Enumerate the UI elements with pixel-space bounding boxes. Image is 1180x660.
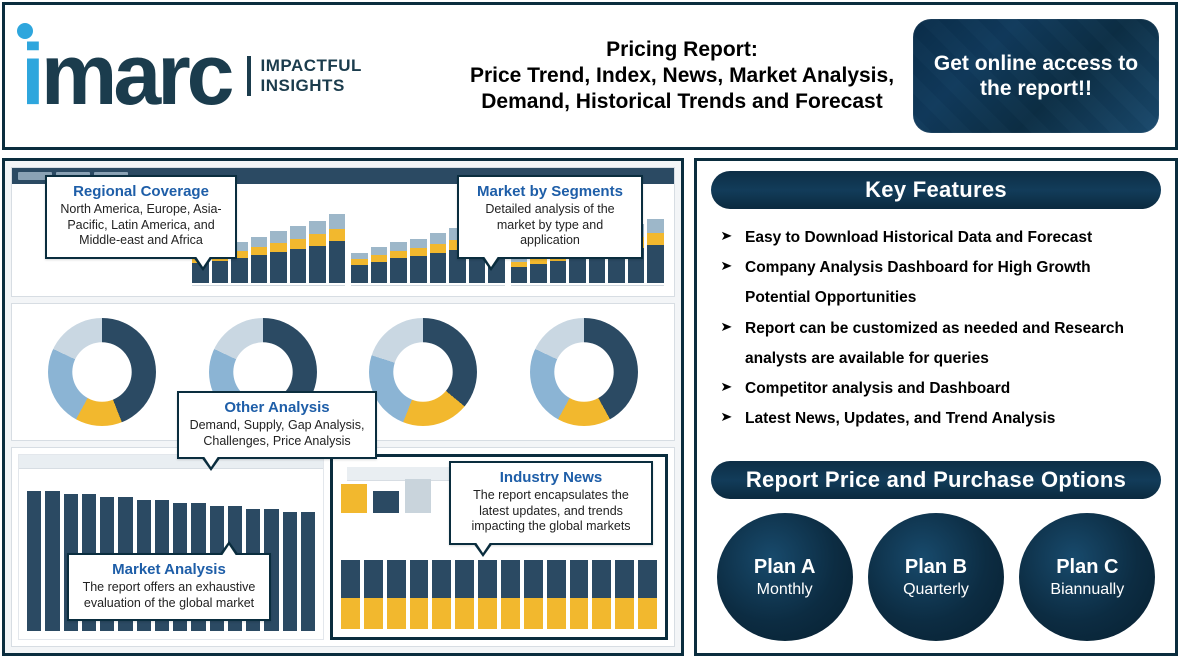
plan-option[interactable]: Plan BQuarterly [868,513,1004,641]
tagline-line1: IMPACTFUL [261,56,362,76]
brand-wordmark: imarc [21,37,231,114]
callout-body: The report encapsulates the latest updat… [461,488,641,535]
purchase-heading: Report Price and Purchase Options [711,461,1161,499]
callout-segments: Market by Segments Detailed analysis of … [457,175,643,259]
callout-title: Market Analysis [79,561,259,578]
callout-title: Other Analysis [189,399,365,416]
callout-body: Detailed analysis of the market by type … [469,202,631,249]
right-panel: Key Features Easy to Download Historical… [694,158,1178,656]
callout-title: Industry News [461,469,641,486]
callout-title: Market by Segments [469,183,631,200]
cta-label: Get online access to the report!! [933,51,1139,101]
feature-item: Report can be customized as needed and R… [721,314,1155,374]
feature-item: Competitor analysis and Dashboard [721,374,1155,404]
brand-logo: imarc IMPACTFUL INSIGHTS [21,37,451,114]
callout-industry: Industry News The report encapsulates th… [449,461,653,545]
callout-regional: Regional Coverage North America, Europe,… [45,175,237,259]
plan-option[interactable]: Plan CBiannually [1019,513,1155,641]
tagline-line2: INSIGHTS [261,76,362,96]
donut-chart [530,318,638,426]
dashboard-preview: Regional Coverage North America, Europe,… [2,158,684,656]
plan-option[interactable]: Plan AMonthly [717,513,853,641]
callout-other: Other Analysis Demand, Supply, Gap Analy… [177,391,377,459]
key-features-list: Easy to Download Historical Data and For… [711,219,1161,451]
cta-button[interactable]: Get online access to the report!! [913,19,1159,133]
callout-body: Demand, Supply, Gap Analysis, Challenges… [189,418,365,449]
donut-chart [369,318,477,426]
donut-chart [48,318,156,426]
feature-item: Latest News, Updates, and Trend Analysis [721,404,1155,434]
callout-body: The report offers an exhaustive evaluati… [79,580,259,611]
plans-row: Plan AMonthlyPlan BQuarterlyPlan CBiannu… [711,509,1161,641]
header: imarc IMPACTFUL INSIGHTS Pricing Report:… [2,2,1178,150]
report-title: Pricing Report: Price Trend, Index, News… [463,37,901,116]
feature-item: Easy to Download Historical Data and For… [721,223,1155,253]
brand-tagline: IMPACTFUL INSIGHTS [247,56,362,95]
callout-market: Market Analysis The report offers an exh… [67,553,271,621]
callout-body: North America, Europe, Asia-Pacific, Lat… [57,202,225,249]
key-features-heading: Key Features [711,171,1161,209]
feature-item: Company Analysis Dashboard for High Grow… [721,253,1155,313]
callout-title: Regional Coverage [57,183,225,200]
